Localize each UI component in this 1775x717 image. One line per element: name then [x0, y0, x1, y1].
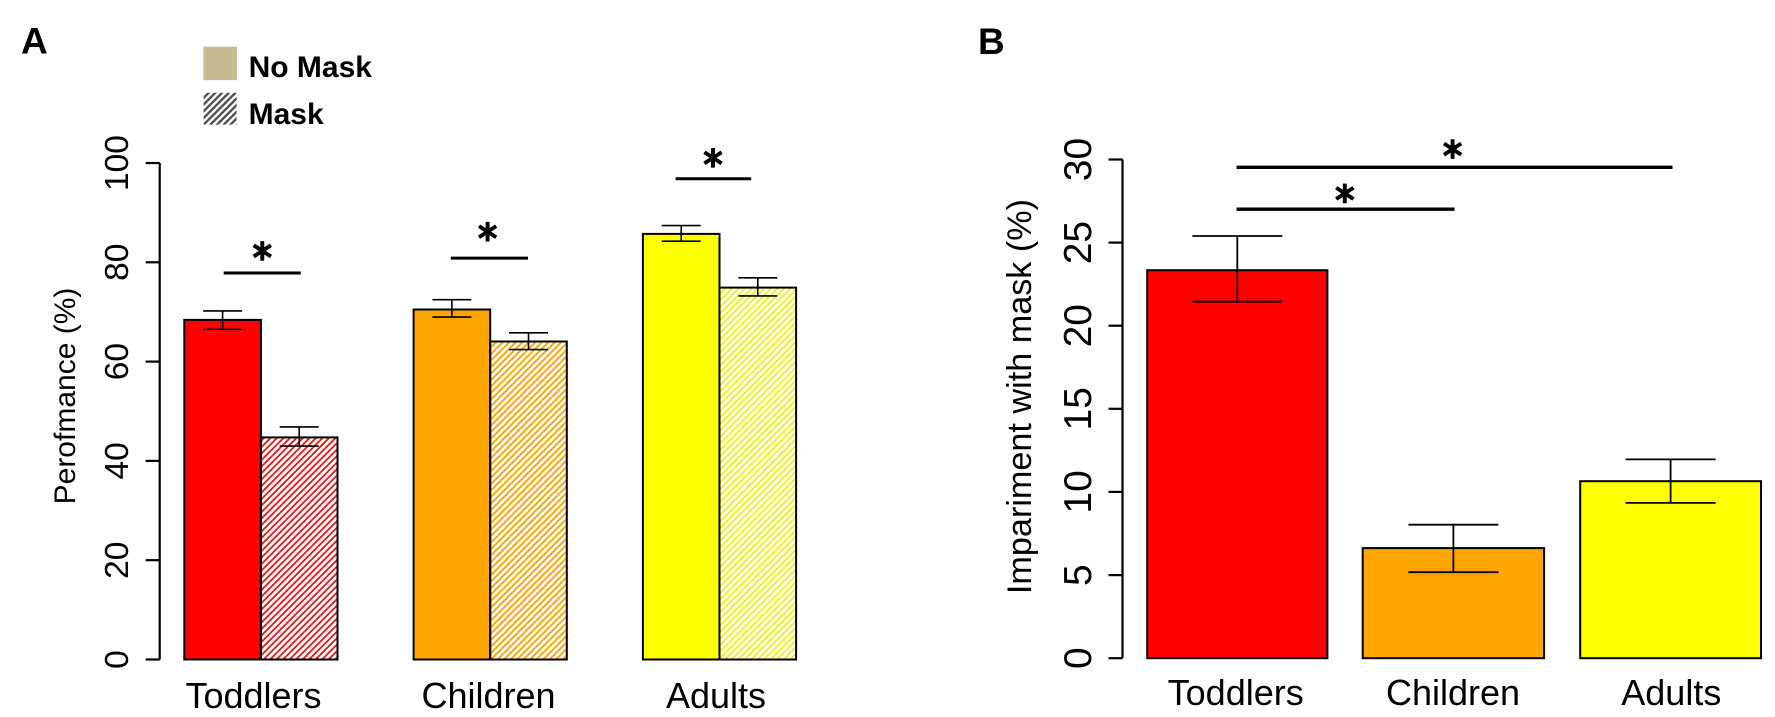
svg-text:60: 60 — [99, 343, 136, 380]
svg-text:No Mask: No Mask — [249, 51, 373, 84]
svg-text:25: 25 — [1057, 221, 1100, 264]
svg-text:15: 15 — [1057, 387, 1100, 430]
svg-text:0: 0 — [1057, 647, 1100, 669]
svg-text:0: 0 — [99, 650, 136, 669]
svg-text:5: 5 — [1057, 564, 1100, 586]
svg-text:Children: Children — [421, 675, 555, 716]
svg-text:Adults: Adults — [666, 675, 766, 716]
svg-text:Impariment with mask (%): Impariment with mask (%) — [1001, 199, 1039, 594]
svg-text:Adults: Adults — [1621, 672, 1721, 713]
svg-text:Toddlers: Toddlers — [185, 675, 321, 716]
svg-text:A: A — [21, 21, 48, 62]
svg-text:20: 20 — [99, 542, 136, 579]
svg-text:Children: Children — [1386, 672, 1520, 713]
svg-text:10: 10 — [1057, 470, 1100, 513]
svg-text:Mask: Mask — [249, 98, 324, 131]
svg-text:B: B — [978, 21, 1005, 62]
svg-text:Perofmance (%): Perofmance (%) — [49, 288, 82, 505]
svg-text:20: 20 — [1057, 304, 1100, 347]
svg-text:30: 30 — [1057, 138, 1100, 181]
svg-text:40: 40 — [99, 442, 136, 479]
svg-text:Toddlers: Toddlers — [1168, 672, 1304, 713]
svg-text:100: 100 — [99, 135, 136, 191]
svg-text:80: 80 — [99, 244, 136, 281]
